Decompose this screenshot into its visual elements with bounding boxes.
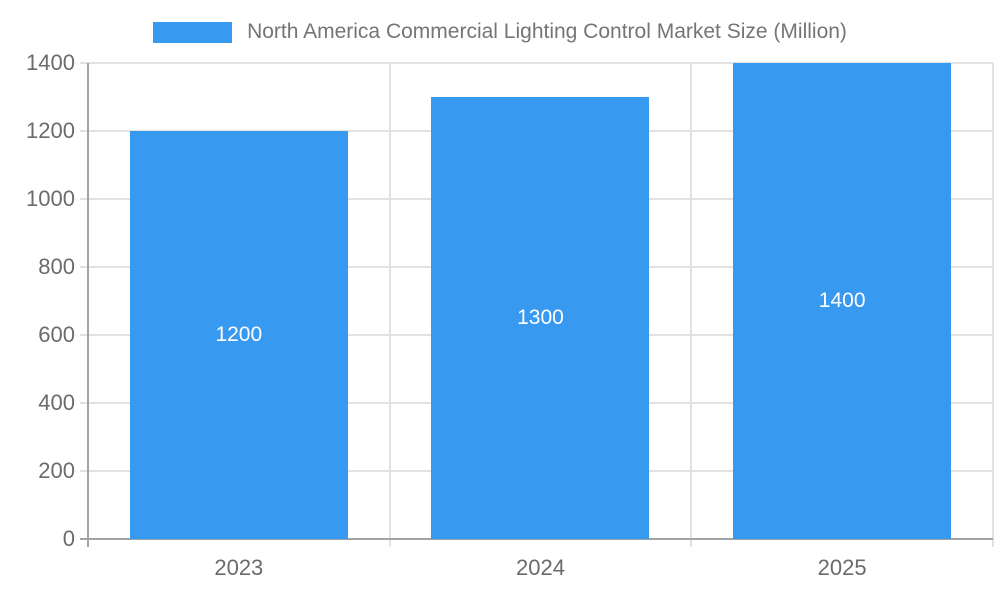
x-tick-label: 2023 [214,555,264,580]
bar-value-label: 1300 [517,306,564,329]
bar-value-label: 1200 [215,323,263,346]
y-tick-label: 1400 [26,50,75,75]
y-tick-label: 200 [38,458,75,483]
y-axis-line [87,63,89,547]
y-tick-label: 0 [62,526,75,551]
gridline-v [992,63,994,547]
legend-label: North America Commercial Lighting Contro… [247,20,847,43]
legend-swatch [153,21,233,43]
y-tick-label: 400 [38,390,75,415]
bar-2024[interactable] [431,97,650,539]
x-tick-label: 2025 [817,555,867,580]
bar-2023[interactable] [129,131,348,539]
bar-value-label: 1400 [818,289,866,312]
y-tick-label: 1000 [26,186,75,211]
gridline-h [80,62,993,64]
bar-2025[interactable] [733,63,952,539]
x-tick-label: 2024 [516,555,565,580]
gridline-v [690,63,693,547]
y-tick-label: 1200 [26,118,75,143]
y-tick-label: 800 [38,254,75,279]
x-axis-line [80,538,993,540]
y-tick-label: 600 [38,322,75,347]
gridline-v [388,63,391,547]
chart-legend[interactable]: North America Commercial Lighting Contro… [0,18,1000,46]
